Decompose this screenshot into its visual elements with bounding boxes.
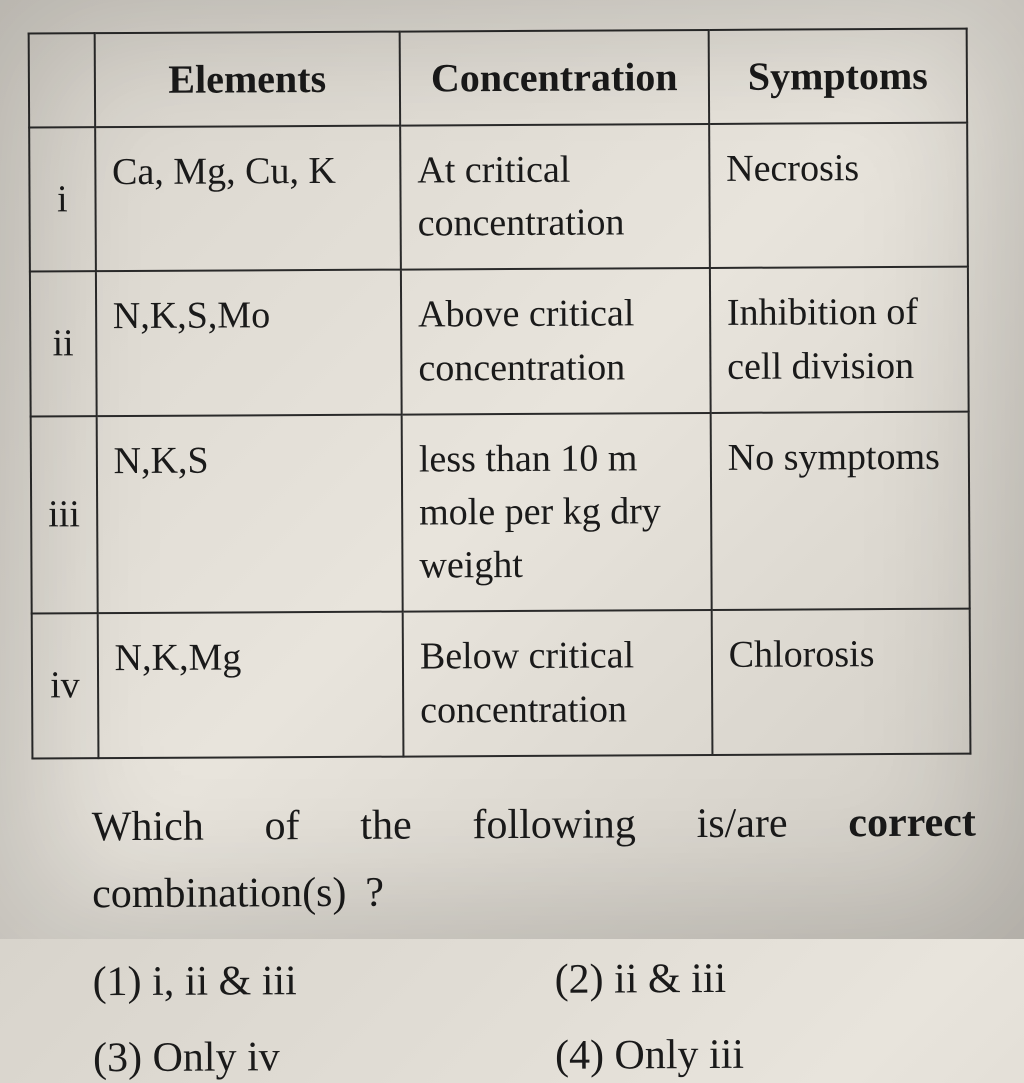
option-1: (1) i, ii & iii [93,956,515,1006]
row-index: ii [30,272,96,417]
option-2: (2) ii & iii [554,954,976,1004]
row-elements: N,K,S,Mo [96,270,402,416]
question-suffix: combination(s) ? [92,870,384,918]
data-table: Elements Concentration Symptoms i Ca, Mg… [28,28,972,760]
table-header-row: Elements Concentration Symptoms [29,29,967,128]
row-concentration: Below critical concentration [403,610,713,756]
row-symptoms: Chlorosis [711,609,970,755]
question-bold: correct [848,799,976,846]
row-concentration: less than 10 m mole per kg dry weight [402,413,712,612]
table-header-symptoms: Symptoms [708,29,967,124]
option-3: (3) Only iv [93,1032,515,1082]
row-index: i [29,127,95,272]
table-row: iv N,K,Mg Below critical concentration C… [32,609,971,758]
question-text: Which of the following is/are correct co… [92,789,977,928]
row-index: iv [32,613,98,758]
row-symptoms: No symptoms [710,411,969,610]
option-4: (4) Only iii [555,1030,977,1080]
table-row: ii N,K,S,Mo Above critical concentration… [30,267,969,416]
row-elements: N,K,Mg [97,612,403,758]
row-elements: N,K,S [96,414,402,613]
table-header-elements: Elements [94,32,400,128]
question-prefix: Which of the following is/are [92,800,849,850]
table-row: i Ca, Mg, Cu, K At critical concentratio… [29,123,968,272]
row-elements: Ca, Mg, Cu, K [95,126,401,272]
row-symptoms: Necrosis [709,123,968,269]
row-symptoms: Inhibition of cell division [710,267,969,413]
row-concentration: At critical concentration [400,124,710,270]
page-container: Elements Concentration Symptoms i Ca, Mg… [28,27,997,931]
table-header-blank [29,33,95,127]
options-grid: (1) i, ii & iii (2) ii & iii (3) Only iv… [93,954,978,1083]
row-concentration: Above critical concentration [401,268,711,414]
table-header-concentration: Concentration [400,30,709,126]
row-index: iii [31,416,98,614]
table-row: iii N,K,S less than 10 m mole per kg dry… [31,411,970,613]
